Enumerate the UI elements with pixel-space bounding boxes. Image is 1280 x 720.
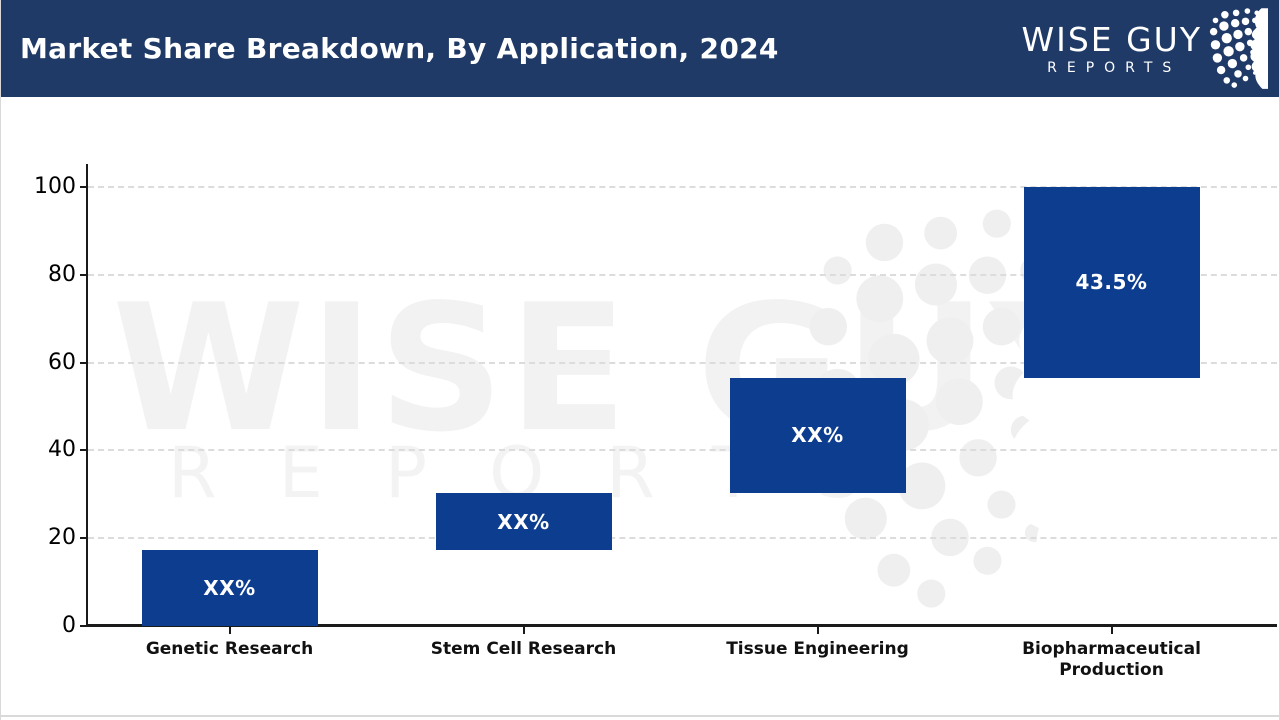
wiseguy-face-icon [1209, 8, 1268, 89]
gridline [88, 186, 1277, 188]
y-tick-label: 20 [48, 525, 76, 551]
footer-divider [0, 715, 1280, 717]
watermark-brand-text: WISE GUY [112, 268, 1122, 471]
x-axis-line [86, 624, 1277, 627]
brand-subtitle: REPORTS [1047, 59, 1182, 76]
bar-segment: XX% [729, 377, 906, 493]
bar-value-label: XX% [497, 509, 550, 534]
y-tick-label: 100 [34, 174, 76, 199]
y-axis-tick [80, 537, 87, 540]
y-axis-tick [80, 449, 87, 452]
gridline [88, 449, 1277, 452]
gridline [88, 537, 1277, 540]
y-tick-label: 40 [48, 437, 76, 463]
bar-segment: 43.5% [1023, 187, 1200, 378]
y-tick-label: 80 [48, 261, 76, 287]
gridline [88, 273, 1277, 276]
x-axis-tick [816, 626, 819, 634]
y-tick-label: 60 [48, 349, 76, 375]
y-axis-tick [80, 361, 87, 364]
bar-segment: XX% [435, 492, 612, 551]
x-axis-tick [228, 626, 231, 634]
bar-segment: XX% [141, 550, 318, 626]
header-bar: Market Share Breakdown, By Application, … [0, 0, 1280, 97]
x-axis-tick [522, 626, 525, 634]
y-axis-tick [80, 273, 87, 276]
category-label: Stem Cell Research [430, 639, 617, 659]
category-label: Biopharmaceutical Production [1022, 639, 1201, 680]
y-tick-label: 0 [62, 613, 76, 638]
x-axis-tick [1110, 626, 1113, 634]
gridline [88, 361, 1277, 364]
bar-value-label: 43.5% [1075, 270, 1148, 295]
bar-value-label: XX% [791, 423, 844, 448]
brand-name: WISE GUY [1021, 19, 1202, 59]
brand-logo-text: WISE GUY REPORTS [1021, 19, 1202, 76]
y-axis-tick [80, 625, 87, 627]
y-axis-tick [80, 186, 87, 188]
category-label: Genetic Research [145, 639, 314, 659]
chart-title: Market Share Breakdown, By Application, … [20, 32, 779, 65]
bar-value-label: XX% [203, 576, 256, 601]
brand-logo: WISE GUY REPORTS [1021, 0, 1268, 97]
category-label: Tissue Engineering [726, 639, 909, 659]
y-axis-line [86, 164, 88, 627]
